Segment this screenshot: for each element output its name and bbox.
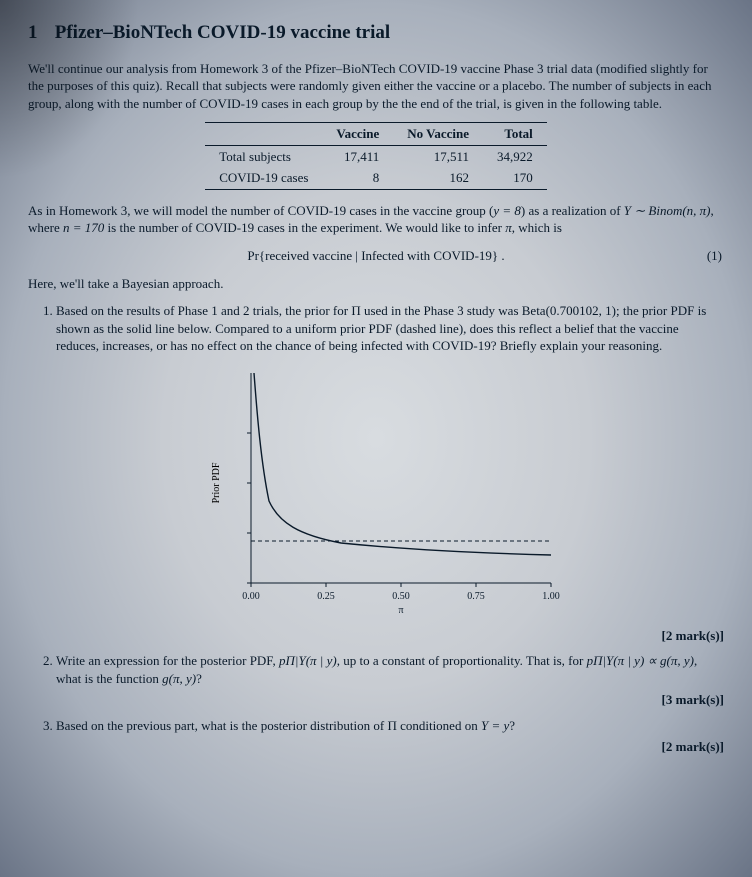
equation-number: (1) [707,247,722,265]
math: Y ∼ Binom(n, π) [624,203,711,218]
section-number: 1 [28,20,50,46]
math: pΠ|Y(π | y) ∝ g(π, y) [587,653,694,668]
section-heading: 1 Pfizer–BioNTech COVID-19 vaccine trial [28,20,724,46]
question-2: Write an expression for the posterior PD… [56,652,724,709]
marks-label: [3 mark(s)] [56,691,724,709]
table-cell: 17,411 [322,145,393,167]
trial-data-table: Vaccine No Vaccine Total Total subjects … [205,122,547,190]
question-text: Based on the results of Phase 1 and 2 tr… [56,303,706,353]
svg-text:Prior PDF: Prior PDF [211,462,222,503]
text: is the number of COVID-19 cases in the e… [104,220,505,235]
question-3: Based on the previous part, what is the … [56,717,724,756]
question-text: Based on the previous part, what is the … [56,718,481,733]
table-row: COVID-19 cases 8 162 170 [205,167,547,189]
math: g(π, y) [162,671,196,686]
math: Y = y [481,718,509,733]
text: , which is [512,220,562,235]
table-row: Total subjects 17,411 17,511 34,922 [205,145,547,167]
table-header: No Vaccine [393,123,483,146]
svg-text:1.00: 1.00 [542,591,560,602]
math: pΠ|Y(π | y) [279,653,337,668]
prior-pdf-chart: 0.00 0.25 0.50 0.75 1.00 π Prior PDF [205,363,575,623]
intro-paragraph: We'll continue our analysis from Homewor… [28,60,724,113]
svg-text:0.00: 0.00 [242,591,260,602]
text: ) as a realization of [521,203,624,218]
equation-row: Pr{received vaccine | Infected with COVI… [28,247,724,265]
equation-text: Pr{received vaccine | Infected with COVI… [247,247,504,265]
question-text: , up to a constant of proportionality. T… [337,653,587,668]
table-cell: 162 [393,167,483,189]
approach-paragraph: Here, we'll take a Bayesian approach. [28,275,724,293]
question-text: ? [509,718,515,733]
table-cell: 34,922 [483,145,547,167]
marks-label: [2 mark(s)] [56,627,724,645]
math: y = 8 [493,203,521,218]
question-1: Based on the results of Phase 1 and 2 tr… [56,302,724,644]
document-page: 1 Pfizer–BioNTech COVID-19 vaccine trial… [0,0,752,774]
table-header: Vaccine [322,123,393,146]
model-paragraph: As in Homework 3, we will model the numb… [28,202,724,237]
question-text: ? [196,671,202,686]
text: As in Homework 3, we will model the numb… [28,203,493,218]
table-cell: 8 [322,167,393,189]
marks-label: [2 mark(s)] [56,738,724,756]
table-cell: 17,511 [393,145,483,167]
svg-text:0.50: 0.50 [392,591,410,602]
svg-text:0.75: 0.75 [467,591,485,602]
table-cell: COVID-19 cases [205,167,322,189]
svg-text:0.25: 0.25 [317,591,335,602]
math: n = 170 [63,220,104,235]
svg-text:π: π [398,605,403,616]
question-list: Based on the results of Phase 1 and 2 tr… [28,302,724,756]
section-title: Pfizer–BioNTech COVID-19 vaccine trial [55,22,390,43]
question-text: Write an expression for the posterior PD… [56,653,279,668]
table-cell: Total subjects [205,145,322,167]
table-cell: 170 [483,167,547,189]
table-header [205,123,322,146]
table-header: Total [483,123,547,146]
